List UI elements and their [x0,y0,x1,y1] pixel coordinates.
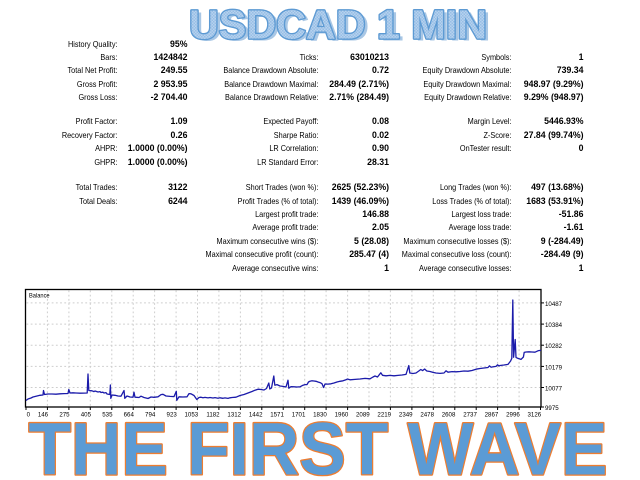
svg-text:3126: 3126 [528,411,542,418]
svg-text:10487: 10487 [545,301,563,308]
svg-text:1571: 1571 [270,411,284,418]
svg-text:2608: 2608 [442,411,456,418]
svg-text:2867: 2867 [485,411,499,418]
svg-text:1312: 1312 [227,411,241,418]
svg-text:1053: 1053 [185,411,199,418]
svg-text:2349: 2349 [399,411,413,418]
svg-text:2478: 2478 [420,411,434,418]
svg-text:405: 405 [81,411,92,418]
svg-text:1442: 1442 [249,411,263,418]
svg-text:2089: 2089 [356,411,370,418]
svg-text:10282: 10282 [545,343,563,350]
svg-text:923: 923 [167,411,178,418]
svg-text:2737: 2737 [463,411,477,418]
svg-text:10384: 10384 [545,322,563,329]
svg-text:0: 0 [27,411,31,418]
svg-text:USDCAD 1 MIN: USDCAD 1 MIN [193,3,491,49]
svg-text:664: 664 [124,411,135,418]
svg-text:10077: 10077 [545,386,563,393]
svg-text:1701: 1701 [292,411,306,418]
svg-text:Balance: Balance [29,292,50,299]
svg-text:THE FIRST WAVE: THE FIRST WAVE [29,414,608,480]
svg-text:9975: 9975 [545,405,559,412]
svg-text:275: 275 [59,411,70,418]
svg-text:USDCAD 1 MIN: USDCAD 1 MIN [189,1,487,47]
svg-text:1960: 1960 [335,411,349,418]
svg-text:2219: 2219 [377,411,391,418]
svg-text:794: 794 [145,411,156,418]
svg-text:1830: 1830 [313,411,327,418]
svg-text:10179: 10179 [545,364,563,371]
svg-text:535: 535 [102,411,113,418]
svg-text:146: 146 [38,411,49,418]
svg-text:1182: 1182 [206,411,220,418]
svg-text:2996: 2996 [506,411,520,418]
